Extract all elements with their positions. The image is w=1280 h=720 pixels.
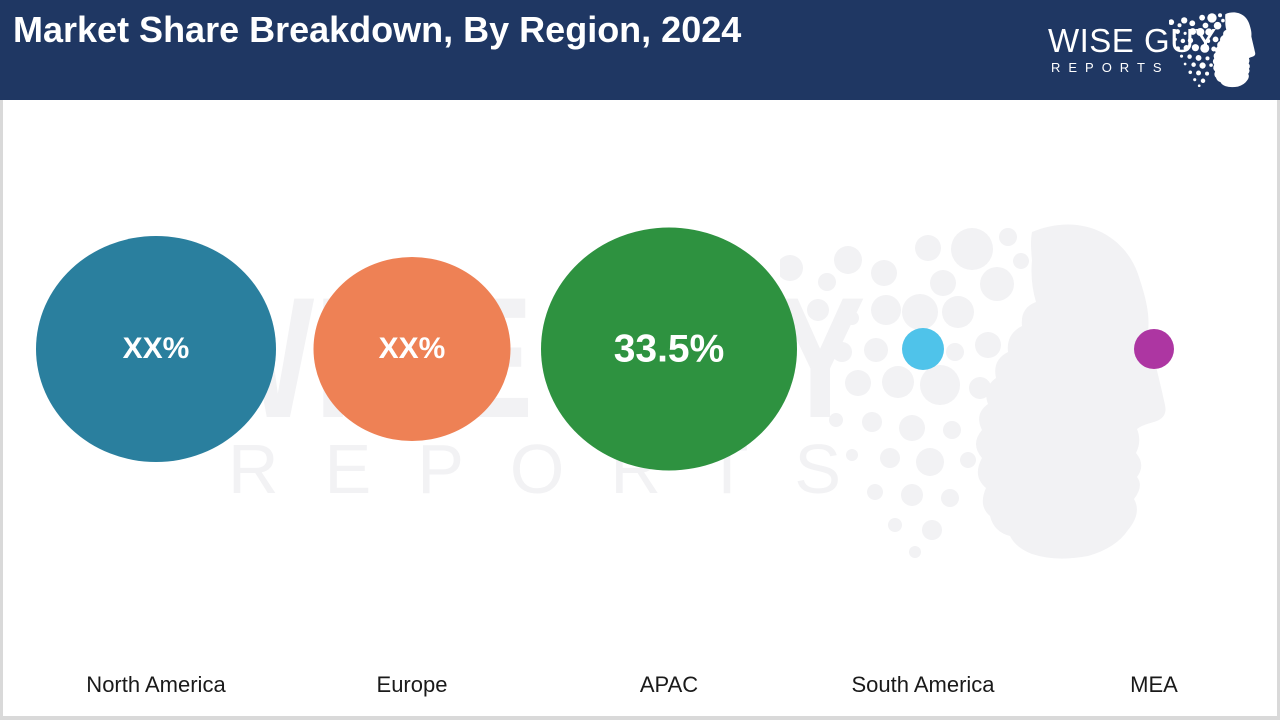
brand-logo: WISE GUY REPORTS	[980, 0, 1280, 100]
header: Market Share Breakdown, By Region, 2024 …	[0, 0, 1280, 100]
region-label-mea: MEA	[1130, 672, 1178, 697]
watermark-face-icon	[780, 224, 1166, 559]
bubble-chart: WISE GUY REPORTS XX% North America XX% E…	[0, 100, 1280, 716]
region-bubble-north-america: XX%	[36, 236, 276, 462]
bubble-value-label: XX%	[378, 332, 446, 365]
brand-face-icon	[1169, 12, 1256, 88]
region-label-apac: APAC	[639, 672, 699, 697]
bottom-frame	[0, 716, 1280, 720]
page-title: Market Share Breakdown, By Region, 2024	[13, 9, 742, 50]
bubble-value-label: 33.5%	[613, 327, 725, 370]
brand-tagline: REPORTS	[1050, 59, 1170, 75]
bubble-value-label: XX%	[122, 332, 190, 365]
region-bubble-apac: 33.5%	[541, 227, 797, 471]
region-bubble-mea	[1134, 329, 1174, 369]
region-label-europe: Europe	[376, 672, 448, 697]
region-label-south-america: South America	[851, 672, 995, 697]
region-bubble-europe: XX%	[313, 257, 511, 441]
region-bubble-south-america	[902, 328, 944, 370]
region-label-north-america: North America	[86, 672, 226, 697]
